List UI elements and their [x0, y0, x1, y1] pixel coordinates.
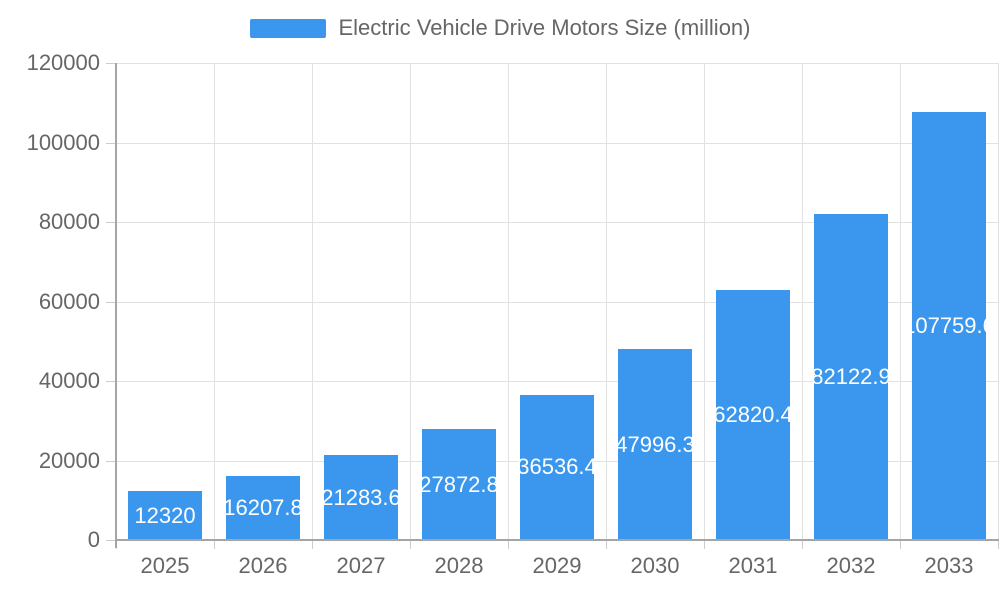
- y-axis-label: 20000: [38, 447, 100, 473]
- y-axis-tick: [106, 540, 116, 541]
- h-gridline: [116, 142, 998, 144]
- legend-item[interactable]: Electric Vehicle Drive Motors Size (mill…: [0, 13, 1000, 43]
- x-axis-tick: [214, 541, 215, 549]
- bar[interactable]: [128, 491, 202, 540]
- v-gridline: [410, 63, 411, 540]
- x-axis-label: 2030: [630, 553, 680, 578]
- y-axis-label: 100000: [26, 129, 100, 155]
- h-gridline: [116, 381, 998, 382]
- v-gridline: [508, 63, 509, 540]
- x-axis-tick: [802, 541, 803, 549]
- y-axis-line: [115, 63, 117, 548]
- bar[interactable]: [226, 475, 300, 540]
- legend-label: Electric Vehicle Drive Motors Size (mill…: [338, 15, 751, 40]
- x-axis-tick: [998, 541, 999, 549]
- x-axis-tick: [508, 541, 509, 549]
- y-axis-label: 40000: [38, 368, 100, 393]
- v-gridline: [312, 63, 313, 540]
- x-axis-tick: [606, 541, 607, 549]
- y-axis-tick: [106, 63, 116, 64]
- bar-value-label: 21283.6: [321, 484, 401, 510]
- v-gridline: [214, 63, 215, 540]
- bar[interactable]: [814, 213, 888, 540]
- bar[interactable]: [618, 349, 692, 540]
- bar-value-label: 47996.3: [615, 431, 695, 457]
- bar-value-label: 62820.4: [713, 402, 793, 428]
- legend-swatch: [249, 18, 326, 38]
- bar-value-label: 27872.8: [419, 471, 499, 497]
- bar[interactable]: [520, 394, 594, 540]
- y-axis-tick: [106, 301, 116, 303]
- bar-value-label: 82122.9: [811, 363, 891, 389]
- v-gridline: [606, 63, 607, 540]
- y-axis-label: 60000: [38, 288, 100, 314]
- y-axis-tick: [106, 142, 116, 144]
- x-axis-label: 2033: [924, 553, 974, 578]
- x-axis-tick: [410, 541, 411, 549]
- x-axis-tick: [312, 541, 313, 549]
- y-axis-label: 0: [87, 527, 100, 552]
- v-gridline: [802, 63, 803, 540]
- bar[interactable]: [324, 455, 398, 540]
- h-gridline: [116, 222, 998, 223]
- y-axis-tick: [106, 222, 116, 223]
- bar-value-label: 36536.4: [517, 454, 597, 480]
- x-axis-label: 2032: [826, 553, 876, 578]
- x-axis-label: 2027: [336, 553, 386, 578]
- x-axis-label: 2029: [532, 553, 582, 578]
- bar[interactable]: [422, 429, 496, 540]
- y-axis-tick: [106, 460, 116, 462]
- h-gridline: [116, 63, 998, 64]
- y-axis-label: 80000: [38, 209, 100, 234]
- y-axis-tick: [106, 381, 116, 382]
- v-gridline: [900, 63, 901, 540]
- v-gridline: [998, 63, 999, 540]
- x-axis-tick: [704, 541, 705, 549]
- bar[interactable]: [912, 111, 986, 540]
- h-gridline: [116, 301, 998, 303]
- y-axis-label: 120000: [26, 50, 100, 75]
- x-axis-label: 2028: [434, 553, 484, 578]
- v-gridline: [704, 63, 705, 540]
- x-axis-label: 2031: [728, 553, 778, 578]
- x-axis-label: 2026: [238, 553, 288, 578]
- bar-value-label: 12320: [134, 502, 196, 528]
- bar-value-label: 107759.6: [903, 312, 995, 338]
- bar-value-label: 16207.8: [223, 494, 303, 520]
- bar[interactable]: [716, 290, 790, 540]
- x-axis-tick: [900, 541, 901, 549]
- x-axis-label: 2025: [140, 553, 190, 578]
- x-axis-line: [115, 539, 999, 541]
